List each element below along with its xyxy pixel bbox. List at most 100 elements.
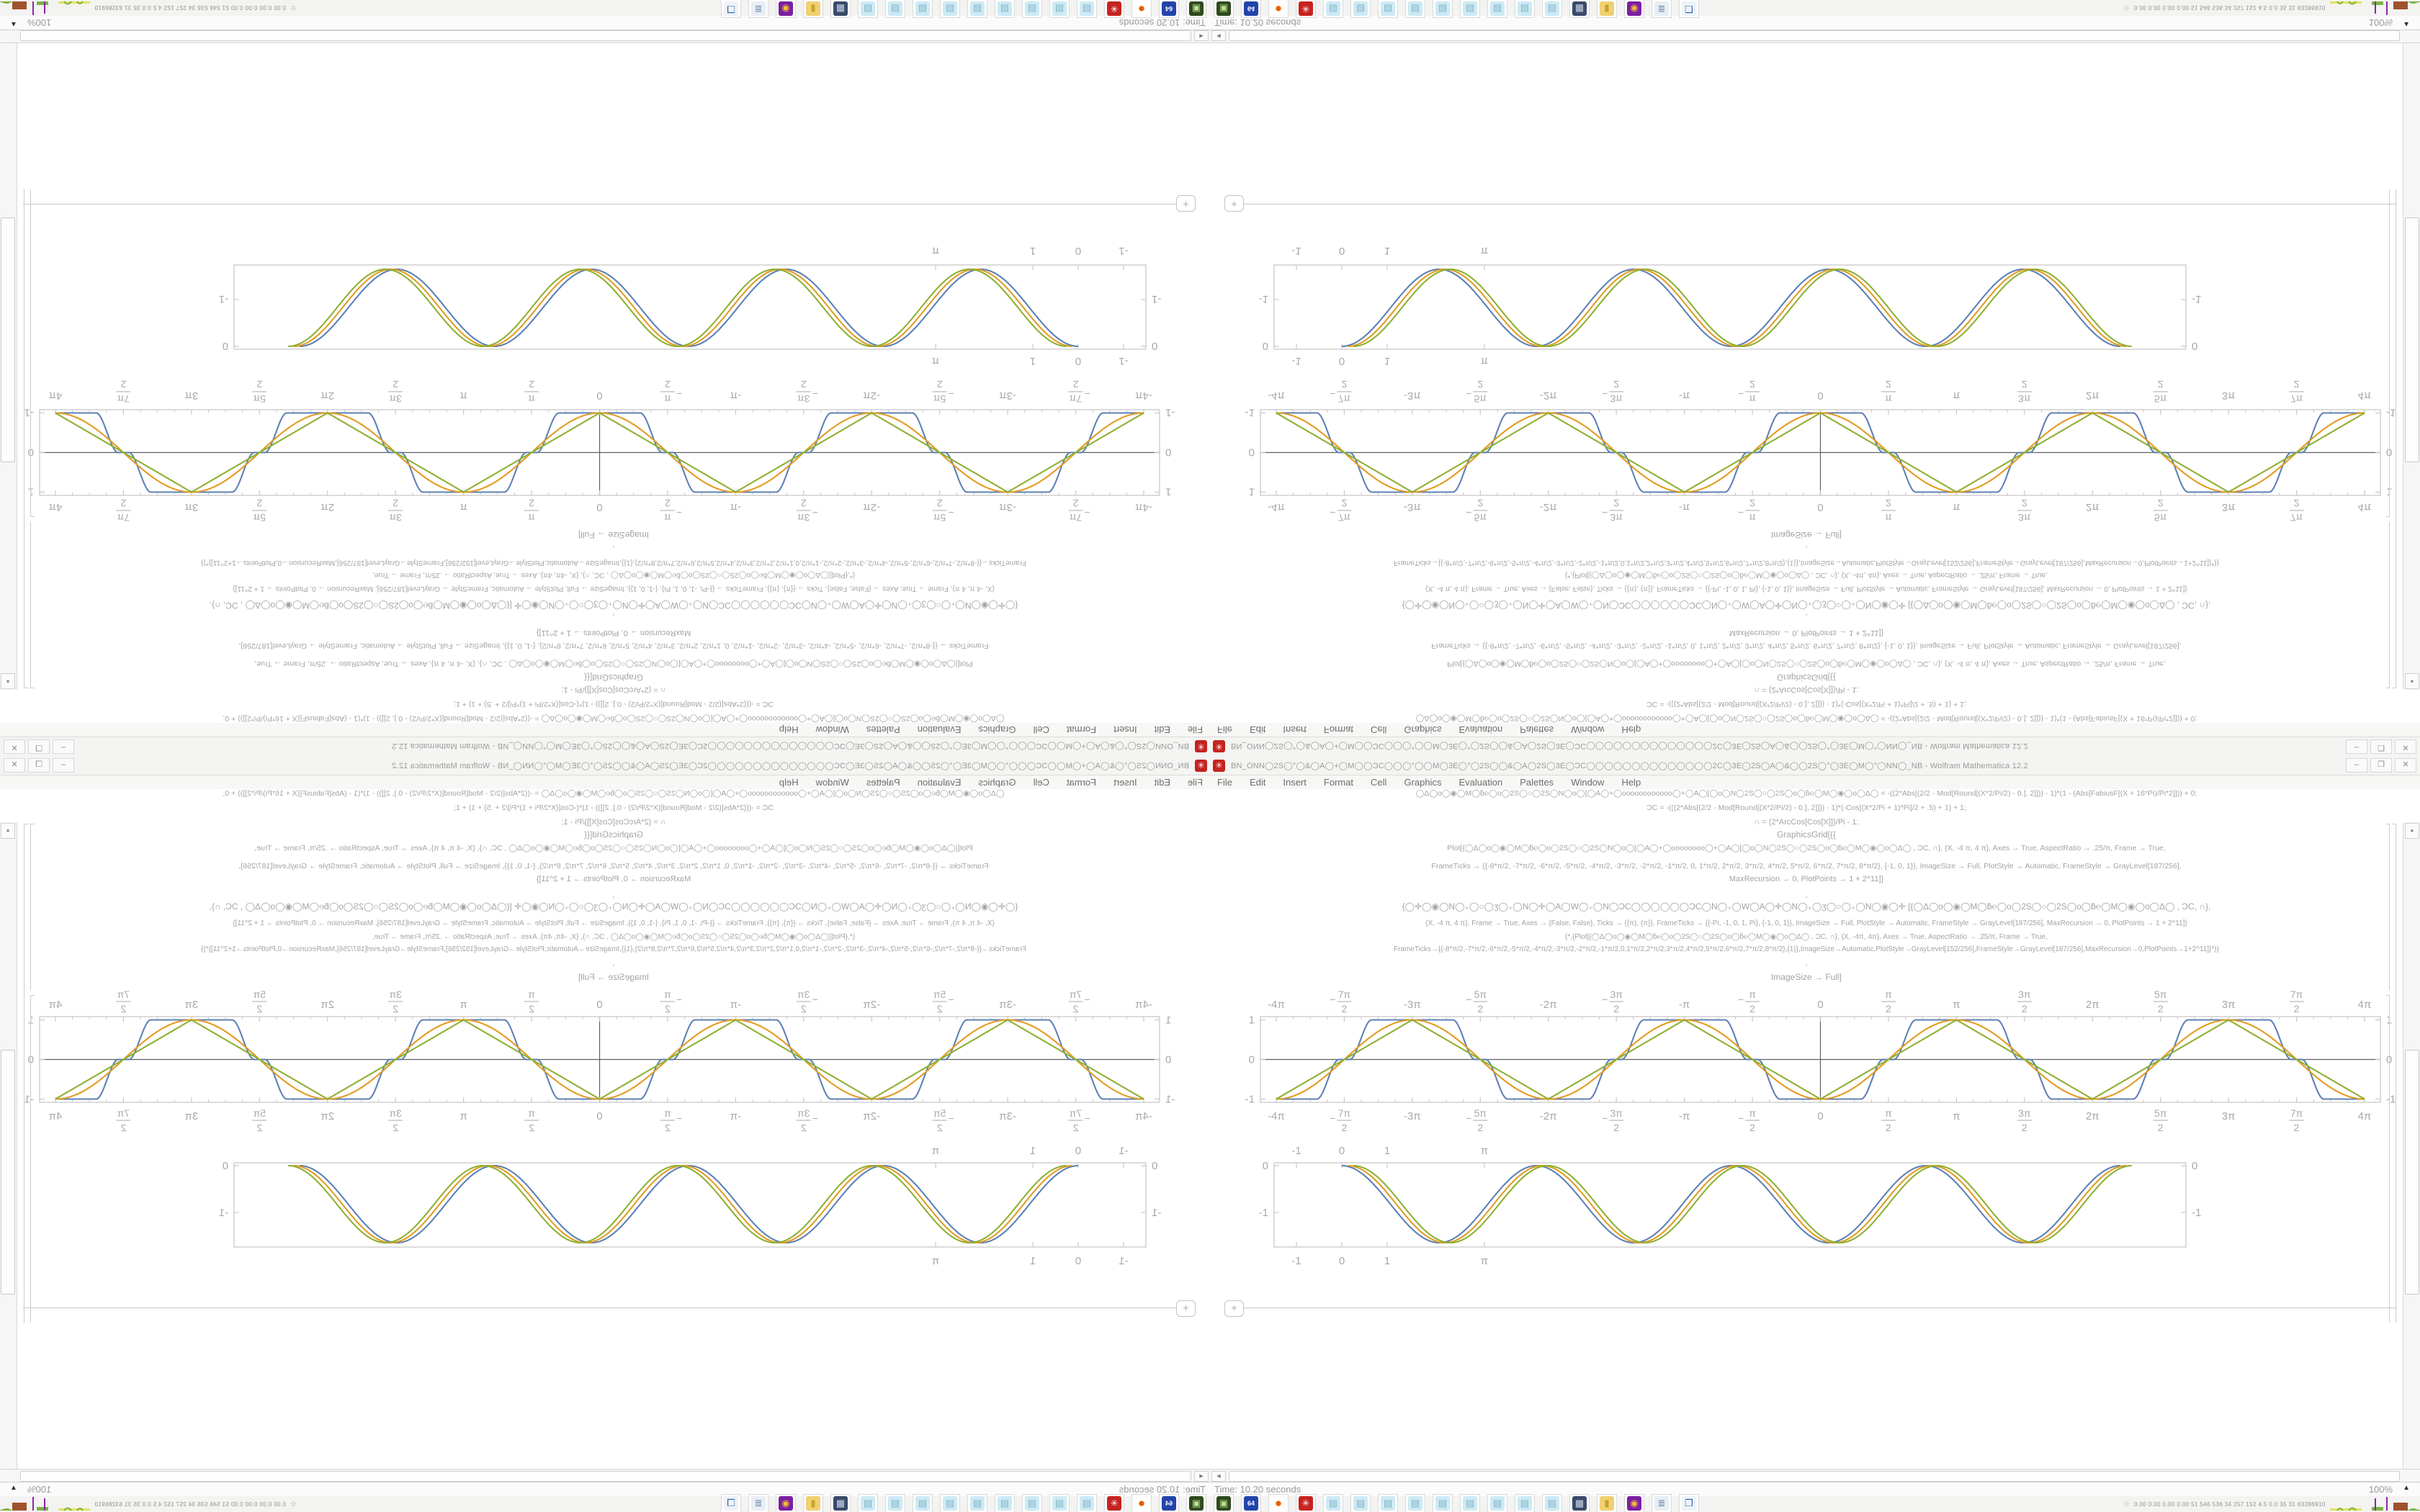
menu-file[interactable]: File bbox=[1188, 777, 1203, 788]
taskbar-folder-icon[interactable]: ▮ bbox=[803, 0, 823, 18]
taskbar-notepad-icon[interactable]: ▤ bbox=[885, 1494, 905, 1512]
notebook-content[interactable]: ◯Δ◯ο◯◉◯Μ◯ƃ℮◯ο◯2S◯○◯2S◯Ν◯ο◯[◯Α◯+◯οοοοοοοο… bbox=[0, 789, 1210, 1469]
tray-expand-icon[interactable]: ▲ bbox=[10, 1484, 17, 1492]
cell-group-bracket[interactable] bbox=[2392, 189, 2396, 688]
taskbar-notepad-icon[interactable]: ▤ bbox=[1022, 0, 1042, 18]
menu-help[interactable]: Help bbox=[779, 777, 799, 788]
taskbar-notepad-icon[interactable]: ▤ bbox=[913, 0, 933, 18]
taskbar-folder-icon[interactable]: ▮ bbox=[803, 1494, 823, 1512]
menu-graphics[interactable]: Graphics bbox=[1404, 777, 1442, 788]
taskbar-floppy-64-icon[interactable]: 64 bbox=[1241, 1494, 1261, 1512]
menu-cell[interactable]: Cell bbox=[1371, 724, 1387, 735]
scroll-left-icon[interactable]: ◀ bbox=[1194, 1471, 1209, 1482]
horizontal-scrollbar[interactable]: ◀ bbox=[0, 1469, 1210, 1482]
scroll-left-icon[interactable]: ◀ bbox=[1211, 30, 1226, 41]
taskbar-notepad-icon[interactable]: ▤ bbox=[1350, 0, 1371, 18]
cell-group-bracket[interactable] bbox=[24, 189, 28, 688]
taskbar-screenshot-icon[interactable]: ▦ bbox=[830, 1494, 851, 1512]
menu-palettes[interactable]: Palettes bbox=[1520, 724, 1554, 735]
taskbar-terminal-icon[interactable]: ▣ bbox=[1186, 0, 1206, 18]
taskbar-terminal-icon[interactable]: ▣ bbox=[1214, 1494, 1234, 1512]
taskbar-window-app-icon[interactable]: ❐ bbox=[721, 1494, 741, 1512]
tray-expand-icon[interactable]: ▲ bbox=[10, 20, 17, 28]
code-line[interactable]: ◯Δ◯ο◯◉◯Μ◯ƃ℮◯ο◯2S◯○◯2S◯Ν◯ο◯[◯Α◯+◯οοοοοοοο… bbox=[1415, 789, 2197, 798]
taskbar-mathematica-icon[interactable]: ✳ bbox=[1104, 0, 1124, 18]
taskbar-window-app-icon[interactable]: ❐ bbox=[721, 0, 741, 18]
menu-edit[interactable]: Edit bbox=[1154, 724, 1171, 735]
taskbar-notepad-icon[interactable]: ▤ bbox=[1077, 1494, 1097, 1512]
taskbar-scroll-icon[interactable]: ≣ bbox=[1652, 0, 1672, 18]
taskbar-notepad-icon[interactable]: ▤ bbox=[1022, 1494, 1042, 1512]
taskbar-firefox-icon[interactable]: ● bbox=[1268, 0, 1289, 18]
vertical-scrollbar[interactable]: ▲ bbox=[2403, 822, 2420, 1469]
output-cell-bracket[interactable] bbox=[2385, 189, 2390, 517]
taskbar-floppy-64-icon[interactable]: 64 bbox=[1241, 0, 1261, 18]
taskbar-notepad-icon[interactable]: ▤ bbox=[940, 1494, 960, 1512]
menu-insert[interactable]: Insert bbox=[1113, 724, 1137, 735]
menu-file[interactable]: File bbox=[1217, 777, 1232, 788]
vertical-scroll-thumb[interactable] bbox=[1, 1050, 15, 1295]
horizontal-scroll-thumb[interactable] bbox=[20, 30, 1191, 41]
insert-cell-button[interactable]: + bbox=[1224, 195, 1244, 212]
output-cell-bracket[interactable] bbox=[30, 189, 35, 517]
window-titlebar[interactable]: ✳ ΒΝ_ΟΝΝ◯2S◯°◯&◯Α◯+◯Μ◯◯ƆC◯◯◯°◯◯Μ◯3Ε◯°◯2S… bbox=[0, 756, 1210, 775]
menu-palettes[interactable]: Palettes bbox=[866, 777, 900, 788]
notebook-content[interactable]: ◯Δ◯ο◯◉◯Μ◯ƃ℮◯ο◯2S◯○◯2S◯Ν◯ο◯[◯Α◯+◯οοοοοοοο… bbox=[1210, 789, 2420, 1469]
menu-window[interactable]: Window bbox=[815, 777, 849, 788]
taskbar-notepad-icon[interactable]: ▤ bbox=[1323, 1494, 1343, 1512]
menu-file[interactable]: File bbox=[1188, 724, 1203, 735]
scroll-up-icon[interactable]: ▲ bbox=[1, 673, 15, 689]
taskbar-folder-icon[interactable]: ▮ bbox=[1597, 1494, 1617, 1512]
horizontal-scrollbar[interactable]: ◀ bbox=[0, 30, 1210, 43]
menu-graphics[interactable]: Graphics bbox=[978, 777, 1016, 788]
tray-expand-icon[interactable]: ▲ bbox=[2403, 1484, 2410, 1492]
taskbar-mathematica-icon[interactable]: ✳ bbox=[1104, 1494, 1124, 1512]
taskbar-owl-app-icon[interactable]: ◉ bbox=[1624, 1494, 1644, 1512]
menu-graphics[interactable]: Graphics bbox=[1404, 724, 1442, 735]
menu-edit[interactable]: Edit bbox=[1249, 777, 1266, 788]
taskbar-notepad-icon[interactable]: ▤ bbox=[913, 1494, 933, 1512]
taskbar-notepad-icon[interactable]: ▤ bbox=[1460, 1494, 1480, 1512]
insert-cell-button[interactable]: + bbox=[1224, 1300, 1244, 1317]
taskbar-notepad-icon[interactable]: ▤ bbox=[858, 0, 878, 18]
insert-cell-button[interactable]: + bbox=[1176, 1300, 1196, 1317]
code-line[interactable]: Plot[{◯Δ◯ο◯◉◯Μ◯ƃ℮◯ο◯2S◯○◯2S◯Ν◯ο◯[◯Α◯+◯οο… bbox=[1447, 844, 2166, 852]
menu-format[interactable]: Format bbox=[1066, 777, 1097, 788]
input-cell-bracket[interactable] bbox=[30, 522, 35, 688]
output-cell-bracket[interactable] bbox=[2385, 995, 2390, 1323]
menu-evaluation[interactable]: Evaluation bbox=[917, 777, 962, 788]
window-titlebar[interactable]: ✳ ΒΝ_ΟΝΝ◯2S◯°◯&◯Α◯+◯Μ◯◯ƆC◯◯◯°◯◯Μ◯3Ε◯°◯2S… bbox=[1210, 737, 2420, 756]
taskbar-notepad-icon[interactable]: ▤ bbox=[858, 1494, 878, 1512]
horizontal-scrollbar[interactable]: ◀ bbox=[1210, 30, 2420, 43]
taskbar-notepad-icon[interactable]: ▤ bbox=[1487, 0, 1507, 18]
menu-file[interactable]: File bbox=[1217, 724, 1232, 735]
taskbar-terminal-icon[interactable]: ▣ bbox=[1186, 1494, 1206, 1512]
vertical-scroll-thumb[interactable] bbox=[2405, 1050, 2419, 1295]
menu-evaluation[interactable]: Evaluation bbox=[1458, 777, 1503, 788]
taskbar-screenshot-icon[interactable]: ▦ bbox=[1569, 0, 1590, 18]
taskbar-notepad-icon[interactable]: ▤ bbox=[1405, 0, 1425, 18]
window-titlebar[interactable]: ✳ ΒΝ_ΟΝΝ◯2S◯°◯&◯Α◯+◯Μ◯◯ƆC◯◯◯°◯◯Μ◯3Ε◯°◯2S… bbox=[1210, 756, 2420, 775]
menu-window[interactable]: Window bbox=[1571, 724, 1605, 735]
code-line[interactable]: , bbox=[1805, 959, 1808, 968]
scroll-up-icon[interactable]: ▲ bbox=[1, 823, 15, 839]
taskbar-owl-app-icon[interactable]: ◉ bbox=[1624, 0, 1644, 18]
taskbar-screenshot-icon[interactable]: ▦ bbox=[830, 0, 851, 18]
code-line[interactable]: FrameTicks→{{-8*π/2,-7*π/2,-6*π/2,-5*π/2… bbox=[1394, 945, 2219, 953]
input-cell-bracket[interactable] bbox=[2385, 824, 2390, 990]
horizontal-scrollbar[interactable]: ◀ bbox=[1210, 1469, 2420, 1482]
vertical-scroll-thumb[interactable] bbox=[1, 217, 15, 462]
taskbar-notepad-icon[interactable]: ▤ bbox=[995, 0, 1015, 18]
taskbar-notepad-icon[interactable]: ▤ bbox=[995, 1494, 1015, 1512]
restore-button[interactable]: ❐ bbox=[28, 739, 50, 754]
menu-format[interactable]: Format bbox=[1066, 724, 1097, 735]
taskbar-scroll-icon[interactable]: ≣ bbox=[748, 1494, 768, 1512]
taskbar-floppy-64-icon[interactable]: 64 bbox=[1159, 1494, 1179, 1512]
tray-expand-icon[interactable]: ▲ bbox=[2403, 20, 2410, 28]
minimize-button[interactable]: – bbox=[2346, 739, 2367, 754]
taskbar-scroll-icon[interactable]: ≣ bbox=[748, 0, 768, 18]
vertical-scrollbar[interactable]: ▲ bbox=[0, 43, 17, 690]
code-line[interactable]: , bbox=[1805, 891, 1808, 899]
window-titlebar[interactable]: ✳ ΒΝ_ΟΝΝ◯2S◯°◯&◯Α◯+◯Μ◯◯ƆC◯◯◯°◯◯Μ◯3Ε◯°◯2S… bbox=[0, 737, 1210, 756]
horizontal-scroll-thumb[interactable] bbox=[1229, 30, 2400, 41]
